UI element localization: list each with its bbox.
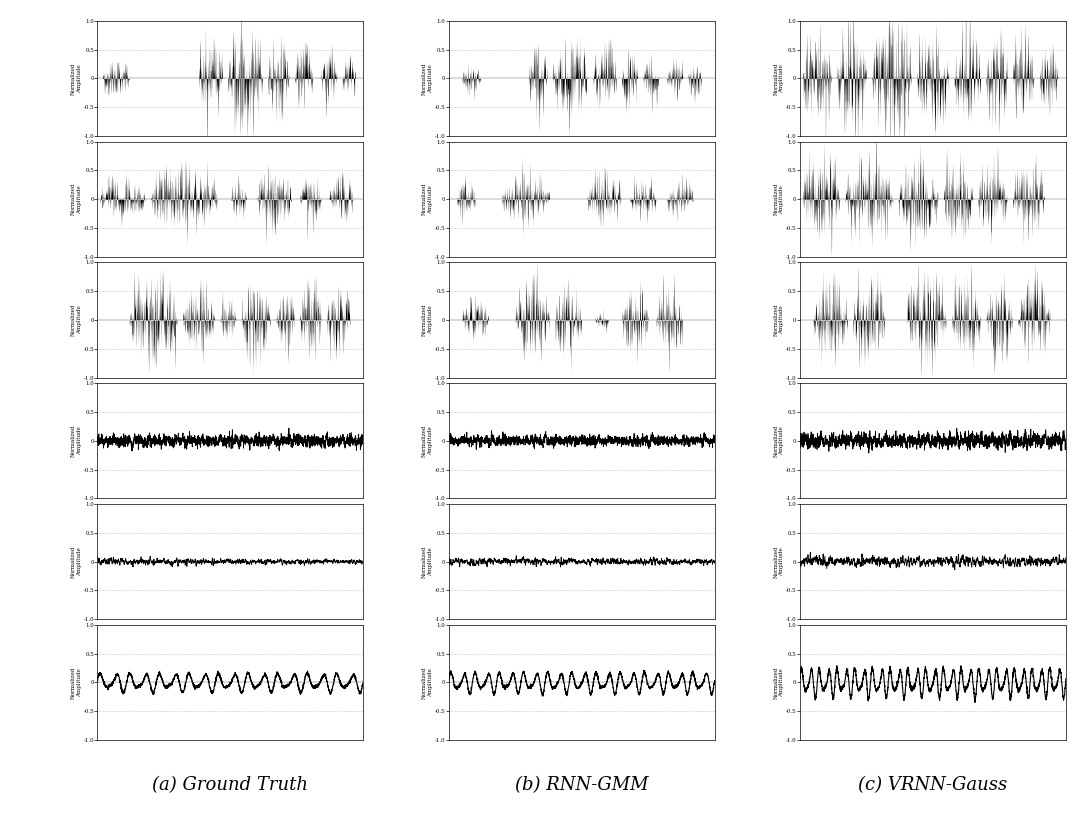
Y-axis label: Normalized
Amplitude: Normalized Amplitude <box>71 425 82 457</box>
Text: (c) VRNN-Gauss: (c) VRNN-Gauss <box>858 776 1007 794</box>
Y-axis label: Normalized
Amplitude: Normalized Amplitude <box>422 303 433 336</box>
Y-axis label: Normalized
Amplitude: Normalized Amplitude <box>71 62 82 94</box>
Y-axis label: Normalized
Amplitude: Normalized Amplitude <box>774 545 784 578</box>
Y-axis label: Normalized
Amplitude: Normalized Amplitude <box>774 666 784 699</box>
Y-axis label: Normalized
Amplitude: Normalized Amplitude <box>71 183 82 216</box>
Y-axis label: Normalized
Amplitude: Normalized Amplitude <box>422 425 433 457</box>
Y-axis label: Normalized
Amplitude: Normalized Amplitude <box>71 545 82 578</box>
Y-axis label: Normalized
Amplitude: Normalized Amplitude <box>422 545 433 578</box>
Text: (b) RNN-GMM: (b) RNN-GMM <box>515 776 648 794</box>
Y-axis label: Normalized
Amplitude: Normalized Amplitude <box>71 666 82 699</box>
Y-axis label: Normalized
Amplitude: Normalized Amplitude <box>774 425 784 457</box>
Y-axis label: Normalized
Amplitude: Normalized Amplitude <box>774 303 784 336</box>
Y-axis label: Normalized
Amplitude: Normalized Amplitude <box>774 183 784 216</box>
Y-axis label: Normalized
Amplitude: Normalized Amplitude <box>422 183 433 216</box>
Y-axis label: Normalized
Amplitude: Normalized Amplitude <box>774 62 784 94</box>
Text: (a) Ground Truth: (a) Ground Truth <box>153 776 308 794</box>
Y-axis label: Normalized
Amplitude: Normalized Amplitude <box>422 666 433 699</box>
Y-axis label: Normalized
Amplitude: Normalized Amplitude <box>422 62 433 94</box>
Y-axis label: Normalized
Amplitude: Normalized Amplitude <box>71 303 82 336</box>
